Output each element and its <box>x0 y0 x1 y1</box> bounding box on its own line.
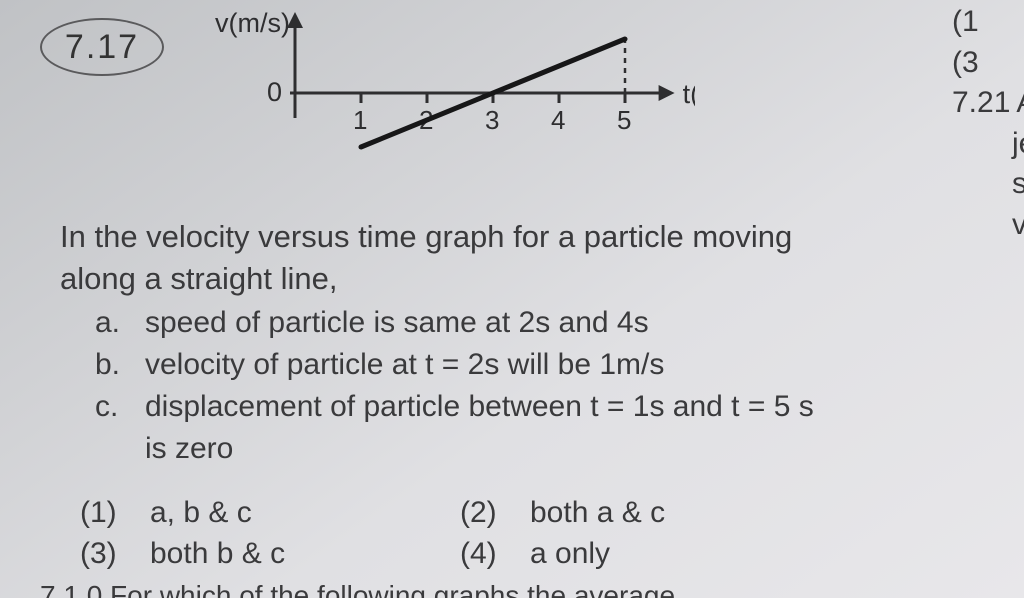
page: 7.17 0v(m/s)t(s)12345 (1 (3 7.21 A je s … <box>0 0 1024 598</box>
statement-label: a. <box>95 302 145 344</box>
statement-text: velocity of particle at t = 2s will be 1… <box>145 344 664 386</box>
svg-text:v(m/s): v(m/s) <box>215 8 290 38</box>
option-text: a only <box>530 533 610 574</box>
svg-text:t(s): t(s) <box>683 79 695 109</box>
svg-text:3: 3 <box>485 105 499 135</box>
question-text: In the velocity versus time graph for a … <box>60 216 820 300</box>
svg-text:1: 1 <box>353 105 367 135</box>
svg-text:0: 0 <box>267 77 282 107</box>
options: (1) a, b & c (2) both a & c (3) both b &… <box>80 492 840 575</box>
option-number: (3) <box>80 533 150 574</box>
svg-text:4: 4 <box>551 105 565 135</box>
option-text: both a & c <box>530 492 665 533</box>
frag-line: A <box>1016 83 1024 124</box>
option-text: both b & c <box>150 533 285 574</box>
option-number: (4) <box>460 533 530 574</box>
frag-line: (1 <box>952 2 1022 43</box>
frag-line: v <box>952 205 1022 246</box>
option-number: (1) <box>80 492 150 533</box>
frag-qnum: 7.21 <box>952 83 1010 124</box>
question-number: 7.17 <box>65 28 139 67</box>
frag-line: je <box>952 124 1022 165</box>
option-1: (1) a, b & c <box>80 492 460 533</box>
statement-a: a. speed of particle is same at 2s and 4… <box>95 302 835 344</box>
statement-b: b. velocity of particle at t = 2s will b… <box>95 344 835 386</box>
adjacent-column-fragment: (1 (3 7.21 A je s v <box>952 2 1022 245</box>
option-3: (3) both b & c <box>80 533 460 574</box>
cutoff-next-question: 7 1 0 For which of the following graphs … <box>40 580 940 598</box>
velocity-time-graph: 0v(m/s)t(s)12345 <box>215 8 695 208</box>
statement-text: displacement of particle between t = 1s … <box>145 386 835 470</box>
option-2: (2) both a & c <box>460 492 840 533</box>
statement-c: c. displacement of particle between t = … <box>95 386 835 470</box>
svg-text:5: 5 <box>617 105 631 135</box>
option-4: (4) a only <box>460 533 840 574</box>
statement-label: c. <box>95 386 145 470</box>
frag-line: (3 <box>952 43 1022 84</box>
option-number: (2) <box>460 492 530 533</box>
graph-svg: 0v(m/s)t(s)12345 <box>215 8 695 208</box>
option-text: a, b & c <box>150 492 252 533</box>
frag-line: s <box>952 164 1022 205</box>
option-row: (3) both b & c (4) a only <box>80 533 840 574</box>
statement-label: b. <box>95 344 145 386</box>
statement-text: speed of particle is same at 2s and 4s <box>145 302 649 344</box>
question-number-oval: 7.17 <box>40 18 164 76</box>
statement-list: a. speed of particle is same at 2s and 4… <box>95 302 835 470</box>
option-row: (1) a, b & c (2) both a & c <box>80 492 840 533</box>
